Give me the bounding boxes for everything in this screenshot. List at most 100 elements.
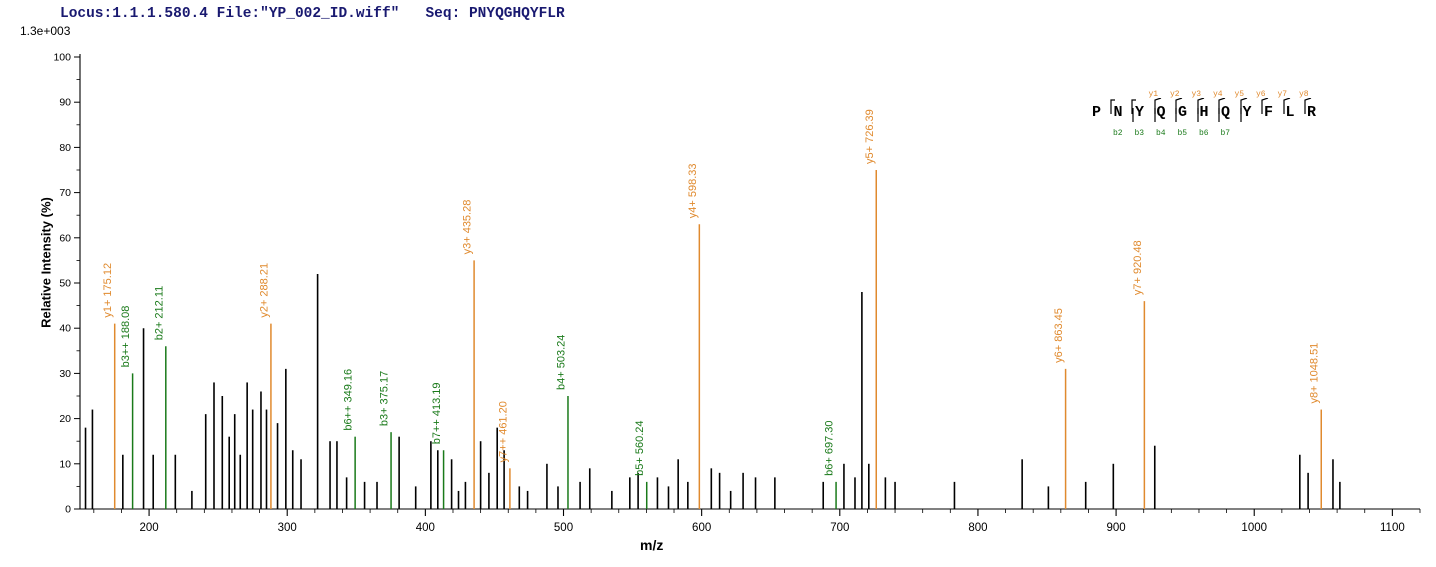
x-axis-tick-label: 700: [830, 522, 849, 534]
y-ion-label: y1: [1148, 90, 1159, 99]
y-axis-tick-label: 60: [59, 232, 71, 244]
peak-label-group: y8+ 1048.51: [1309, 343, 1321, 404]
b-ion-label: b7: [1220, 129, 1231, 138]
x-axis-tick-label: 600: [692, 522, 711, 534]
x-axis-title: m/z: [640, 537, 664, 553]
peak-label: y4+ 598.33: [687, 163, 699, 218]
intensity-scale-label: 1.3e+003: [20, 24, 71, 38]
peak-label: y6+ 863.45: [1053, 308, 1065, 363]
y-axis-tick-label: 10: [59, 458, 71, 470]
fragment-bracket: [1131, 99, 1136, 122]
bracket-path: [1153, 98, 1161, 114]
bracket-path: [1109, 99, 1115, 114]
b-ion-label: b6: [1199, 129, 1209, 138]
peak-label: y3+ 435.28: [462, 200, 474, 255]
y-ion-label: y6: [1256, 90, 1266, 99]
b-ion-label: b3: [1134, 129, 1145, 138]
peak-label: y5+ 726.39: [864, 109, 876, 164]
x-axis-tick-label: 1000: [1241, 522, 1267, 534]
peak-label: b6+ 697.30: [824, 421, 836, 476]
peak-label: y1+ 175.12: [102, 263, 114, 318]
fragment-bracket: [1153, 98, 1161, 122]
bracket-path: [1304, 98, 1312, 114]
y-ion-label: y7: [1277, 90, 1288, 99]
peak-label-group: y4+ 598.33: [687, 163, 699, 218]
sequence-residue: Y: [1135, 104, 1145, 121]
fragment-bracket: [1196, 98, 1204, 122]
y-ion-label: y4: [1213, 90, 1223, 99]
peak-label-group: y7+ 920.48: [1132, 240, 1144, 295]
x-axis-tick-label: 500: [554, 522, 573, 534]
y-ion-label: y2: [1170, 90, 1180, 99]
x-axis-tick-label: 1100: [1380, 522, 1405, 534]
b-ion-label: b5: [1177, 129, 1188, 138]
peak-label-group: b4+ 503.24: [555, 335, 567, 390]
sequence-residue: N: [1113, 104, 1123, 121]
y-axis-tick-label: 70: [59, 187, 71, 199]
x-axis-tick-label: 200: [139, 522, 158, 534]
x-axis-tick-label: 900: [1106, 522, 1125, 534]
x-axis-tick-label: 800: [968, 522, 987, 534]
bracket-path: [1196, 98, 1204, 114]
sequence-residue: Q: [1156, 104, 1166, 121]
peak-label: y7+ 920.48: [1132, 240, 1144, 295]
peak-label: y8+ 1048.51: [1309, 343, 1321, 404]
sequence-residue: H: [1199, 104, 1209, 121]
x-axis-tick-label: 300: [278, 522, 297, 534]
bracket-path: [1131, 99, 1136, 114]
peak-label-group: y3+ 435.28: [462, 200, 474, 255]
sequence-residue: Y: [1242, 104, 1252, 121]
peak-label-group: y6+ 863.45: [1053, 308, 1065, 363]
y-axis-tick-label: 80: [59, 142, 71, 154]
bracket-path: [1239, 98, 1247, 114]
sequence-residue: Q: [1221, 104, 1231, 121]
x-axis-tick-label: 400: [416, 522, 435, 534]
y-axis-tick-label: 0: [65, 504, 71, 516]
fragment-bracket: [1218, 98, 1226, 122]
peak-label: b3+ 375.17: [379, 371, 391, 426]
peak-label-group: b2+ 212.11: [153, 286, 165, 341]
y-axis-tick-label: 90: [59, 97, 71, 109]
peak-label-group: b3+ 375.17: [379, 371, 391, 426]
sequence-residue: G: [1178, 104, 1188, 121]
peak-label: b2+ 212.11: [153, 286, 165, 341]
peak-label: y2+ 288.21: [258, 263, 270, 318]
peak-label: y7++ 461.20: [497, 401, 509, 462]
peak-label-group: b6+ 697.30: [824, 421, 836, 476]
bracket-path: [1175, 98, 1183, 114]
peak-label-group: b7++ 413.19: [431, 382, 443, 444]
peak-label: b5+ 560.24: [634, 421, 646, 476]
y-axis-tick-label: 50: [59, 278, 71, 290]
bracket-path: [1282, 98, 1290, 114]
sequence-residue: P: [1092, 104, 1102, 121]
peak-label: b7++ 413.19: [431, 382, 443, 444]
peak-label-group: y5+ 726.39: [864, 109, 876, 164]
fragment-bracket: [1304, 98, 1312, 114]
fragment-bracket: [1261, 98, 1269, 114]
y-axis-tick-label: 30: [59, 368, 71, 380]
fragment-bracket: [1175, 98, 1183, 122]
fragment-bracket: [1109, 99, 1115, 114]
b-ion-label: b2: [1113, 129, 1123, 138]
bracket-path: [1261, 98, 1269, 114]
peak-label-group: y7++ 461.20: [497, 401, 509, 462]
sequence-residue: F: [1264, 104, 1274, 121]
b-ion-label: b4: [1156, 129, 1166, 138]
spectrum-header: Locus:1.1.1.580.4 File:"YP_002_ID.wiff" …: [60, 6, 565, 22]
y-axis-tick-label: 40: [59, 323, 71, 335]
peak-label-group: b6++ 349.16: [343, 369, 355, 431]
peak-label-group: b3++ 188.08: [120, 306, 132, 368]
y-axis-tick-label: 20: [59, 413, 71, 425]
peptide-sequence-ladder: 3+ PNYQGHQYFLRy8y7y6y5y4y3y2y1b2b3b4b5b6…: [1078, 44, 1328, 138]
fragment-bracket: [1282, 98, 1290, 114]
peak-label-group: b5+ 560.24: [634, 421, 646, 476]
y-ion-label: y5: [1234, 90, 1245, 99]
bracket-path: [1218, 98, 1226, 114]
peak-label: b4+ 503.24: [555, 335, 567, 390]
peak-label: b6++ 349.16: [343, 369, 355, 431]
fragment-bracket: [1239, 98, 1247, 122]
y-ion-label: y8: [1299, 90, 1309, 99]
sequence-residue: R: [1307, 104, 1317, 121]
sequence-residue: L: [1285, 104, 1295, 121]
